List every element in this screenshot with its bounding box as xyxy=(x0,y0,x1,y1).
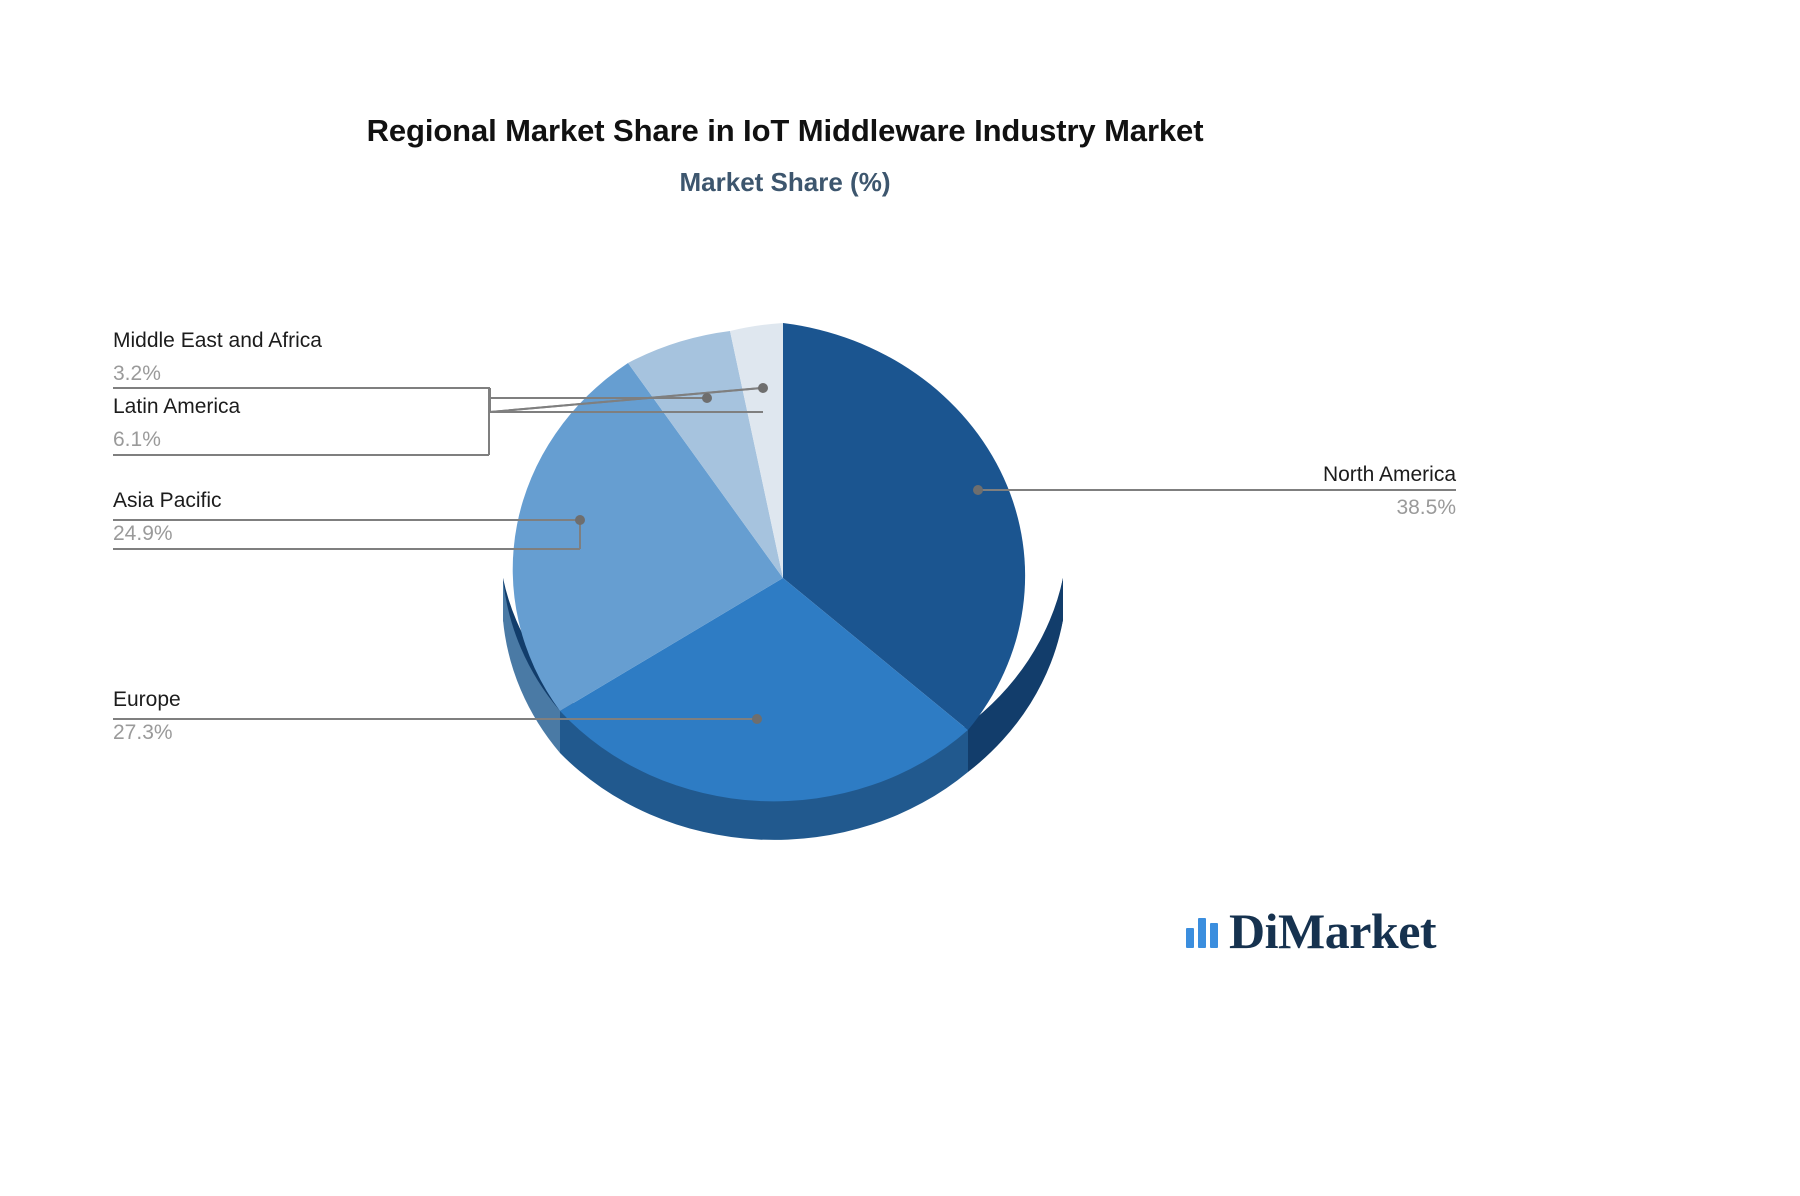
leader-lines xyxy=(113,387,1456,720)
callout-value-label: 24.9% xyxy=(113,522,173,545)
dimarket-logo: DiMarket xyxy=(1186,900,1437,962)
pie-slice-north-america[interactable] xyxy=(783,323,1026,730)
leader-dot-na xyxy=(973,485,983,495)
bar-chart-icon xyxy=(1186,914,1222,948)
callout-value-label: 3.2% xyxy=(113,362,161,385)
callout-value-label: 6.1% xyxy=(113,428,161,451)
leader-dot-europe xyxy=(752,714,762,724)
callout-asia-pacific[interactable]: Asia Pacific 24.9% xyxy=(113,488,222,547)
callout-category-label: Latin America xyxy=(113,395,241,418)
pie-slice-asia-pacific[interactable] xyxy=(512,363,783,711)
leader-dot-apac xyxy=(575,515,585,525)
callout-latin-america[interactable]: Latin America 6.1% xyxy=(113,394,240,453)
chart-subtitle: Market Share (%) xyxy=(679,167,891,197)
pie-slice-middle-east-and-africa[interactable] xyxy=(730,323,783,578)
callout-category-label: Europe xyxy=(113,688,181,711)
leader-dot-latam xyxy=(702,393,712,403)
pie-slice-europe[interactable] xyxy=(560,578,968,802)
pie-slice-latin-america[interactable] xyxy=(628,331,783,578)
leader-latam-step xyxy=(488,397,707,455)
callout-category-label: Asia Pacific xyxy=(113,489,222,512)
chart-title: Regional Market Share in IoT Middleware … xyxy=(366,113,1204,148)
pie-depth-apac xyxy=(503,578,560,753)
pie-depth-na xyxy=(968,578,1063,772)
callout-value-label: 38.5% xyxy=(1396,496,1456,519)
pie-slices xyxy=(512,323,1026,802)
pie-depth-europe xyxy=(560,711,968,840)
callout-category-label: North America xyxy=(1322,463,1456,486)
callout-europe[interactable]: Europe 27.3% xyxy=(113,687,181,746)
logo-wordmark: DiMarket xyxy=(1229,903,1437,959)
leader-dot-mea xyxy=(758,383,768,393)
callout-value-label: 27.3% xyxy=(113,721,173,744)
callout-category-label: Middle East and Africa xyxy=(113,329,322,352)
callout-middle-east-and-africa[interactable]: Middle East and Africa 3.2% xyxy=(113,328,322,387)
callout-north-america[interactable]: North America 38.5% xyxy=(1323,462,1456,521)
leader-endpoints xyxy=(575,383,983,724)
